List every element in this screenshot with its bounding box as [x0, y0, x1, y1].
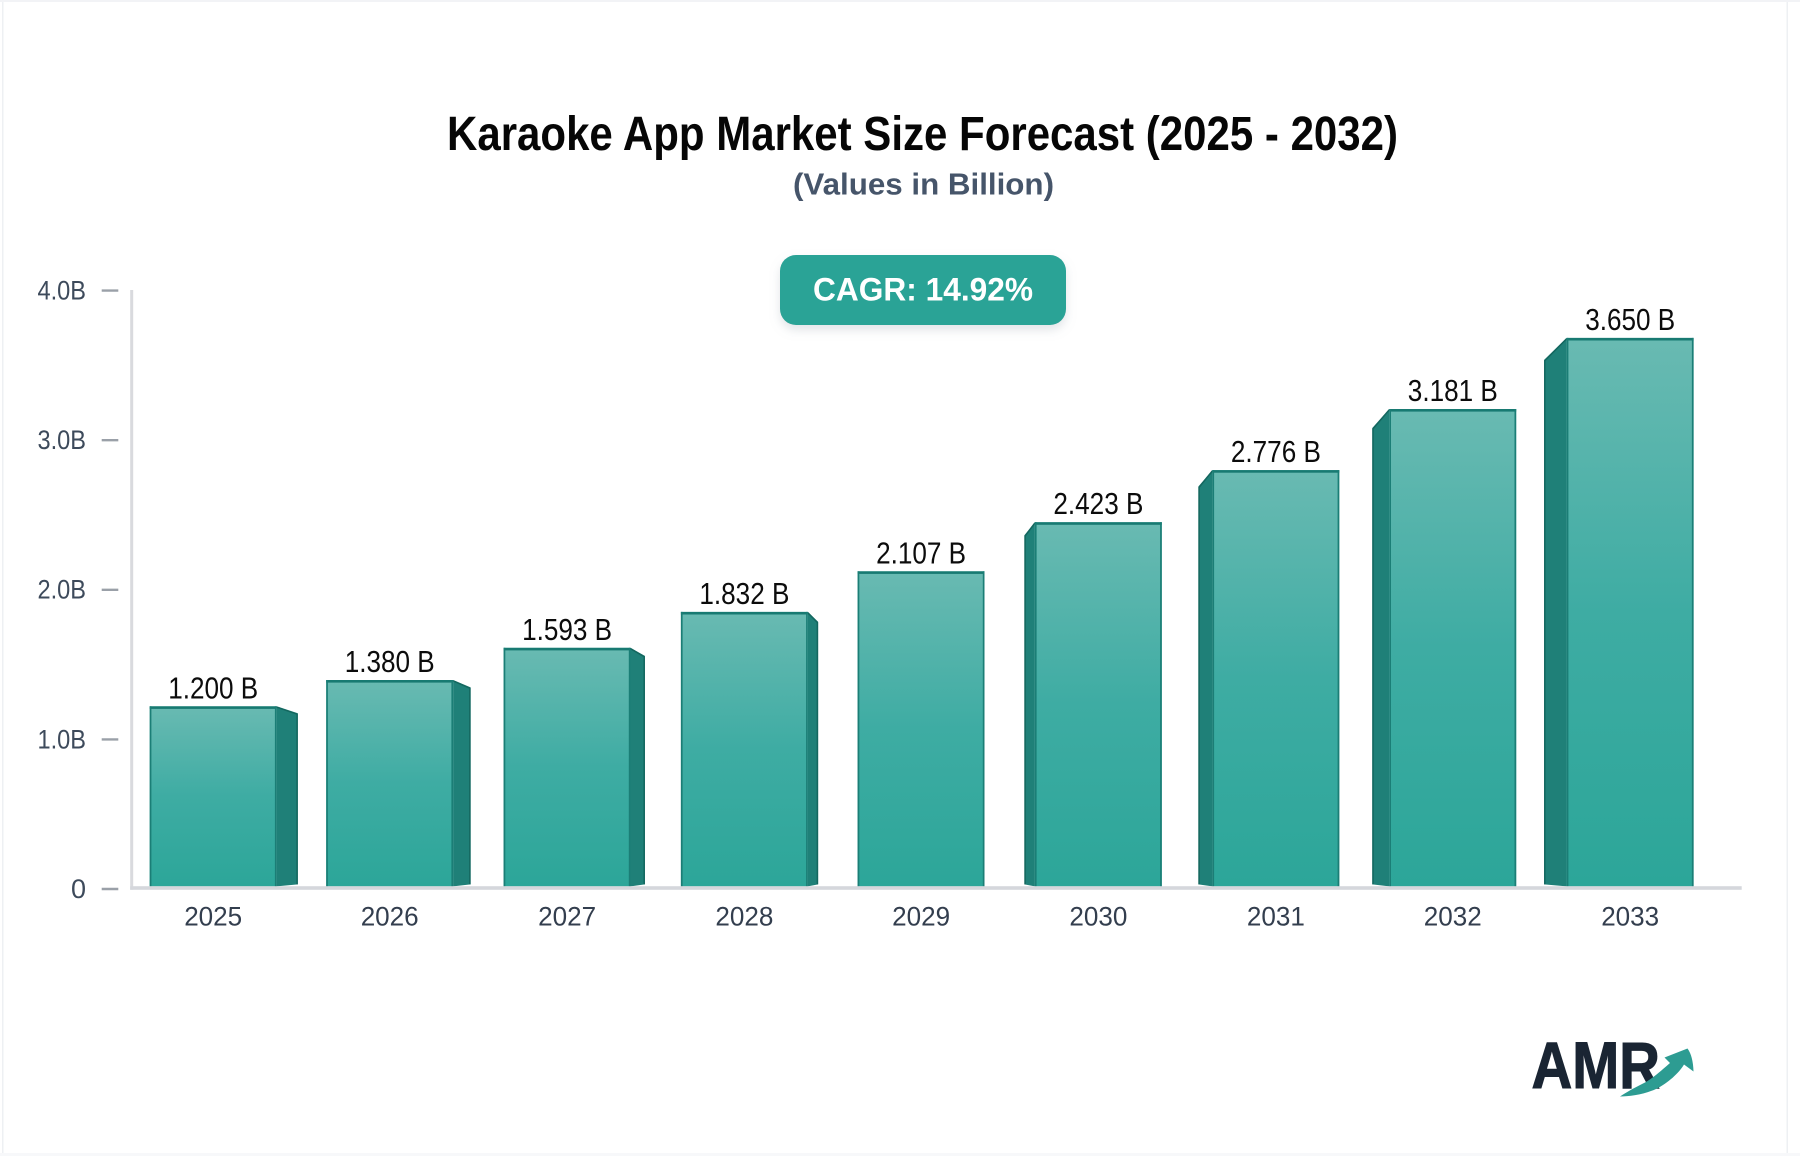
svg-text:1.832 B: 1.832 B — [699, 576, 789, 611]
svg-text:1.593 B: 1.593 B — [522, 612, 612, 647]
svg-text:2029: 2029 — [892, 902, 950, 932]
svg-text:2031: 2031 — [1247, 902, 1305, 932]
svg-text:2030: 2030 — [1069, 902, 1127, 932]
svg-text:1.380 B: 1.380 B — [345, 644, 435, 679]
svg-text:1.0B: 1.0B — [38, 724, 87, 754]
svg-text:2.107 B: 2.107 B — [876, 535, 966, 570]
svg-text:3.0B: 3.0B — [38, 425, 87, 455]
svg-text:0: 0 — [71, 874, 86, 904]
svg-text:Karaoke App Market Size Foreca: Karaoke App Market Size Forecast (2025 -… — [447, 108, 1398, 161]
svg-text:2026: 2026 — [361, 902, 419, 932]
svg-text:3.181 B: 3.181 B — [1408, 373, 1498, 408]
svg-text:2033: 2033 — [1601, 902, 1659, 932]
svg-text:3.650 B: 3.650 B — [1585, 302, 1675, 337]
svg-text:2027: 2027 — [538, 902, 596, 932]
svg-text:CAGR: 14.92%: CAGR: 14.92% — [813, 272, 1033, 308]
svg-text:4.0B: 4.0B — [38, 276, 87, 306]
svg-text:1.200 B: 1.200 B — [168, 670, 258, 705]
svg-text:2.776 B: 2.776 B — [1231, 434, 1321, 469]
svg-text:(Values in Billion): (Values in Billion) — [793, 167, 1054, 202]
svg-text:2.0B: 2.0B — [38, 575, 87, 605]
svg-text:2028: 2028 — [715, 902, 773, 932]
svg-text:2032: 2032 — [1424, 902, 1482, 932]
svg-text:2025: 2025 — [184, 902, 242, 932]
svg-text:2.423 B: 2.423 B — [1053, 486, 1143, 521]
